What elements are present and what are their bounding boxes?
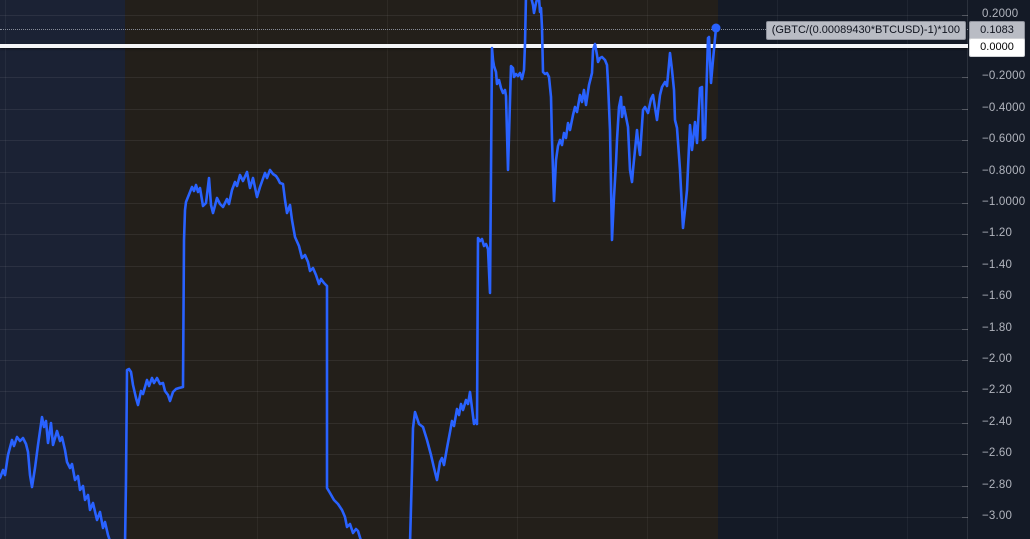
y-axis-tick-label: −2.80 [982, 478, 1013, 491]
h-gridline [0, 234, 968, 236]
h-gridline [0, 454, 968, 456]
h-gridline [0, 265, 968, 267]
y-axis[interactable]: 0.2000 −0.2000 −0.4000 −0.6000 −0.8000 −1.000… [967, 0, 1030, 539]
h-gridline [0, 14, 968, 16]
y-axis-tick-mark [962, 485, 968, 487]
y-axis-tick-mark [962, 203, 968, 204]
y-axis-tick-label: 0.2000 [982, 7, 1019, 20]
y-axis-tick-label: −1.20 [982, 227, 1013, 240]
h-gridline [0, 108, 968, 110]
h-gridline [0, 140, 968, 142]
y-axis-tick-label: −0.8000 [982, 164, 1026, 177]
y-axis-tick-label: −1.40 [982, 258, 1013, 271]
y-axis-tick-mark [962, 328, 968, 330]
h-gridline [0, 360, 968, 361]
v-gridline [647, 0, 648, 539]
v-gridline [257, 0, 258, 539]
v-gridline [387, 0, 388, 539]
h-gridline [0, 391, 968, 393]
current-price-dotted-line [0, 28, 968, 30]
y-axis-tick-mark [962, 391, 968, 393]
v-gridline [777, 0, 778, 539]
v-gridline [907, 0, 908, 539]
v-gridline [517, 0, 518, 539]
session-highlight-region [125, 0, 718, 539]
v-gridline [5, 0, 6, 539]
y-axis-tick-label: −2.20 [982, 384, 1013, 397]
y-axis-tick-label: −1.0000 [982, 196, 1026, 208]
h-gridline [0, 485, 968, 487]
y-axis-tick-label: −0.4000 [982, 101, 1026, 114]
h-gridline [0, 203, 968, 204]
series-line[interactable] [0, 0, 718, 539]
h-gridline [0, 77, 968, 79]
y-axis-tick-label: −2.40 [982, 415, 1013, 428]
zero-value-badge: 0.0000 [969, 38, 1025, 57]
y-axis-tick-mark [962, 297, 968, 299]
y-axis-tick-label: −3.00 [982, 510, 1013, 522]
y-axis-tick-mark [962, 108, 968, 110]
zero-reference-line [0, 44, 968, 48]
h-gridline [0, 422, 968, 424]
y-axis-tick-mark [962, 422, 968, 424]
y-axis-tick-mark [962, 517, 968, 518]
session-region-left [0, 0, 125, 539]
y-axis-tick-label: −2.00 [982, 353, 1013, 365]
y-axis-tick-mark [962, 140, 968, 142]
h-gridline [0, 297, 968, 299]
y-axis-tick-mark [962, 14, 968, 16]
y-axis-tick-mark [962, 77, 968, 79]
h-gridline [0, 517, 968, 518]
series-end-dot [711, 23, 721, 33]
series-svg [0, 0, 721, 539]
h-gridline [0, 328, 968, 330]
y-axis-tick-mark [962, 234, 968, 236]
h-gridline [0, 171, 968, 173]
y-axis-tick-mark [962, 171, 968, 173]
y-axis-tick-label: −1.80 [982, 321, 1013, 334]
y-axis-tick-label: −1.60 [982, 290, 1013, 303]
y-axis-tick-label: −0.2000 [982, 70, 1026, 83]
y-axis-tick-label: −0.6000 [982, 133, 1026, 146]
y-axis-tick-mark [962, 454, 968, 456]
y-axis-tick-mark [962, 360, 968, 361]
session-region-right [718, 0, 968, 539]
formula-badge[interactable]: (GBTC/(0.00089430*BTCUSD)-1)*100 [765, 20, 966, 40]
y-axis-tick-label: −2.60 [982, 447, 1013, 460]
y-axis-tick-mark [962, 265, 968, 267]
